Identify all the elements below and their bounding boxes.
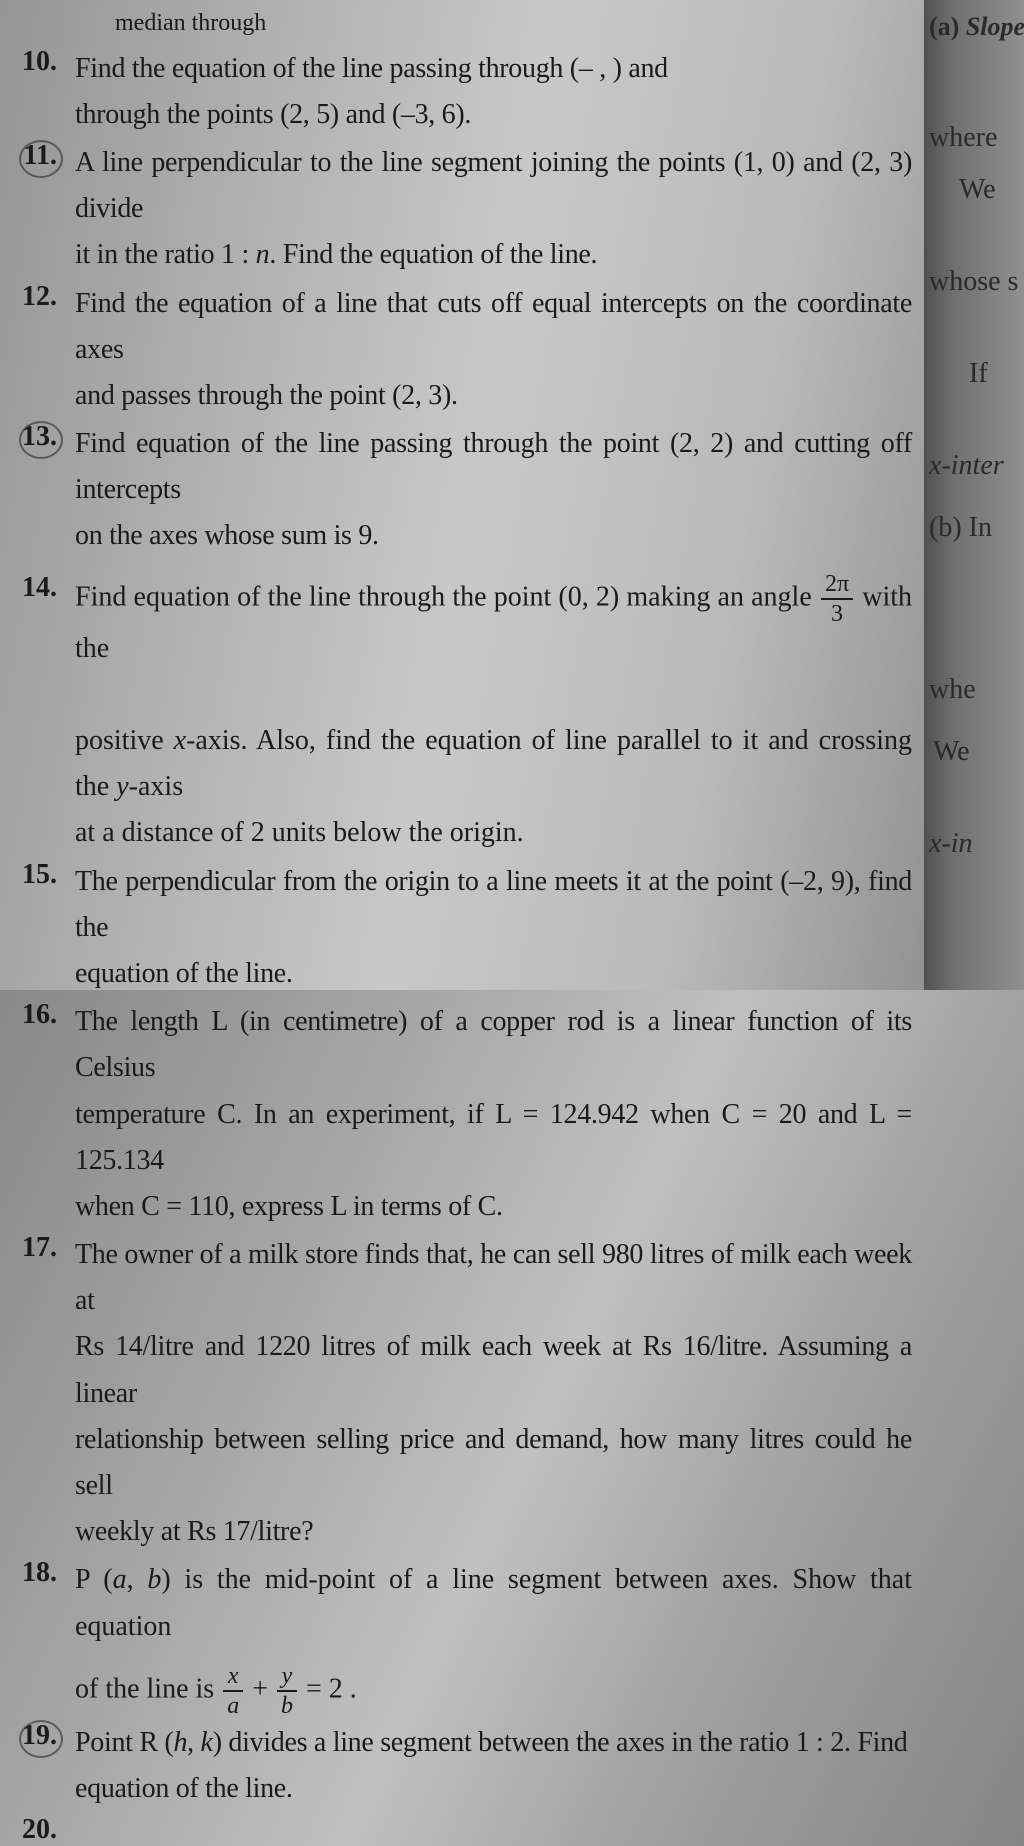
main-page: median through 10. Find the equation of … xyxy=(0,0,940,990)
question-15: 15. The perpendicular from the origin to… xyxy=(20,859,920,998)
line: Find the equation of a line that cuts of… xyxy=(75,288,912,365)
q-text: Find the equation of the line passing th… xyxy=(75,46,920,138)
question-11: 11. A line perpendicular to the line seg… xyxy=(20,140,920,279)
right-word: x-in xyxy=(929,828,1019,860)
right-page: (a) Slope- where We whose s If x-inter (… xyxy=(924,0,1024,990)
question-17: 17. The owner of a milk store finds that… xyxy=(20,1232,920,1555)
line: equation of the line. xyxy=(75,1773,293,1804)
fraction-num: 2π xyxy=(821,572,853,600)
line: relationship between selling price and d… xyxy=(75,1424,912,1501)
right-word: (b) In xyxy=(929,512,1019,544)
q-number: 12. xyxy=(20,281,75,313)
fraction: x a xyxy=(223,1664,243,1718)
fraction-den: b xyxy=(277,1692,297,1718)
q-number: 20. xyxy=(20,1814,75,1846)
right-word: where xyxy=(929,122,1019,154)
line: at a distance of 2 units below the origi… xyxy=(75,817,524,848)
q-number: 18. xyxy=(20,1557,75,1589)
q-text: The owner of a milk store finds that, he… xyxy=(75,1232,920,1555)
question-12: 12. Find the equation of a line that cut… xyxy=(20,281,920,420)
fraction-num: x xyxy=(223,1664,243,1692)
page-container: median through 10. Find the equation of … xyxy=(0,0,1024,990)
q-number: 17. xyxy=(20,1232,75,1264)
line: The length L (in centimetre) of a copper… xyxy=(75,1006,912,1083)
q-number-circled: 19. xyxy=(20,1720,75,1752)
q-text: median through xyxy=(75,4,920,44)
line: it in the ratio 1 : n. Find the equation… xyxy=(75,239,597,270)
fraction: 2π 3 xyxy=(821,572,853,626)
right-word: whose s xyxy=(929,266,1019,298)
right-word: We xyxy=(929,174,1019,206)
line: equation of the line. xyxy=(75,958,293,989)
line: positive x-axis. Also, find the equation… xyxy=(75,725,912,802)
q-number: 16. xyxy=(20,999,75,1031)
question-10-partial: median through xyxy=(20,4,920,44)
line: The owner of a milk store finds that, he… xyxy=(75,1239,912,1316)
fraction-num: y xyxy=(277,1664,297,1692)
q-number-circled: 11. xyxy=(20,140,75,172)
q-text: Find the equation of a line that cuts of… xyxy=(75,281,920,420)
right-word: If xyxy=(929,358,1019,390)
line: A line perpendicular to the line segment… xyxy=(75,147,912,224)
line: The perpendicular from the origin to a l… xyxy=(75,866,912,943)
plus: + xyxy=(252,1673,275,1704)
q-number: 10. xyxy=(20,46,75,78)
right-word: We xyxy=(929,736,1019,768)
q-number-circled: 13. xyxy=(20,421,75,453)
line: on the axes whose sum is 9. xyxy=(75,520,379,551)
right-word: whe xyxy=(929,674,1019,706)
right-word: x-inter xyxy=(929,450,1019,482)
line: of the line is x a + y b = 2 . xyxy=(75,1664,357,1718)
line: Find equation of the line passing throug… xyxy=(75,428,912,505)
question-18: 18. P (a, b) is the mid-point of a line … xyxy=(20,1557,920,1717)
line: when C = 110, express L in terms of C. xyxy=(75,1191,503,1222)
q-text: Point R (h, k) divides a line segment be… xyxy=(75,1720,920,1812)
question-10: 10. Find the equation of the line passin… xyxy=(20,46,920,138)
q-text: Find equation of the line passing throug… xyxy=(75,421,920,560)
q-number: 14. xyxy=(20,572,75,604)
line-part: of the line is xyxy=(75,1673,221,1704)
line: and passes through the point (2, 3). xyxy=(75,380,458,411)
line: P (a, b) is the mid-point of a line segm… xyxy=(75,1564,912,1641)
q-text: A line perpendicular to the line segment… xyxy=(75,140,920,279)
q-text: The length L (in centimetre) of a copper… xyxy=(75,999,920,1230)
right-label-slope: (a) Slope- xyxy=(929,12,1019,42)
line: weekly at Rs 17/litre? xyxy=(75,1516,313,1547)
q-text: Find equation of the line through the po… xyxy=(75,572,920,857)
q-text: The perpendicular from the origin to a l… xyxy=(75,859,920,998)
line: through the points (2, 5) and (–3, 6). xyxy=(75,99,471,130)
line: temperature C. In an experiment, if L = … xyxy=(75,1099,912,1176)
q-number: 15. xyxy=(20,859,75,891)
question-19: 19. Point R (h, k) divides a line segmen… xyxy=(20,1720,920,1812)
fraction-den: 3 xyxy=(821,600,853,626)
fraction-den: a xyxy=(223,1692,243,1718)
fraction: y b xyxy=(277,1664,297,1718)
q-text: P (a, b) is the mid-point of a line segm… xyxy=(75,1557,920,1717)
line: Rs 14/litre and 1220 litres of milk each… xyxy=(75,1331,912,1408)
question-16: 16. The length L (in centimetre) of a co… xyxy=(20,999,920,1230)
line-part: = 2 . xyxy=(306,1673,357,1704)
line: Find equation of the line through the po… xyxy=(75,581,819,612)
line: Find the equation of the line passing th… xyxy=(75,53,668,84)
question-13: 13. Find equation of the line passing th… xyxy=(20,421,920,560)
question-20-partial: 20. xyxy=(20,1814,920,1846)
question-14: 14. Find equation of the line through th… xyxy=(20,572,920,857)
line: Point R (h, k) divides a line segment be… xyxy=(75,1727,908,1758)
